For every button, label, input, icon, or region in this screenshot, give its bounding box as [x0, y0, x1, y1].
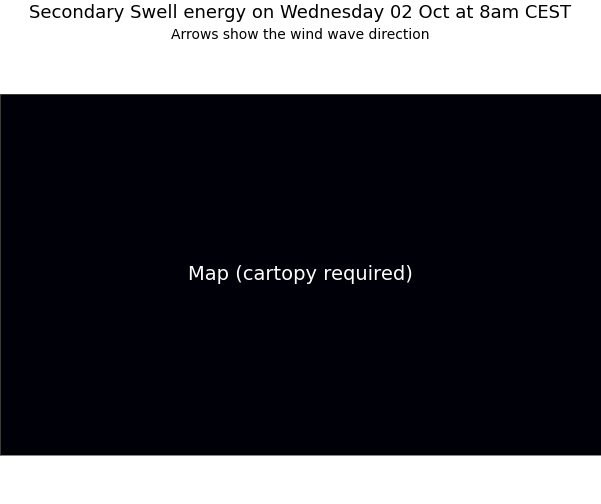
Text: Arrows show the wind wave direction: Arrows show the wind wave direction — [171, 28, 430, 42]
Text: Secondary Swell energy on Wednesday 02 Oct at 8am CEST: Secondary Swell energy on Wednesday 02 O… — [29, 4, 572, 22]
Text: Map (cartopy required): Map (cartopy required) — [188, 265, 413, 284]
